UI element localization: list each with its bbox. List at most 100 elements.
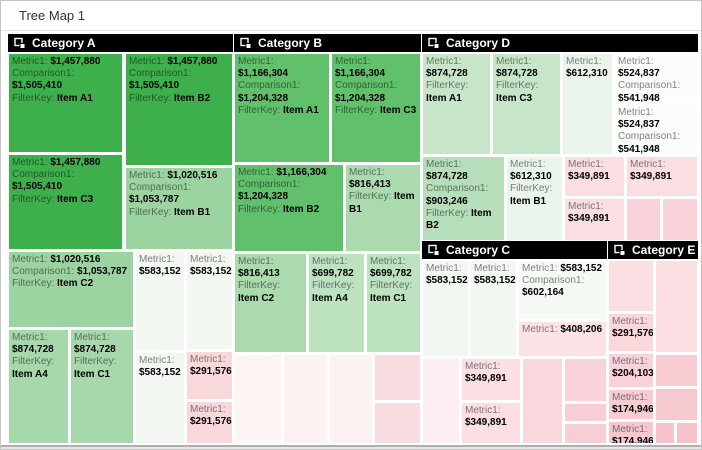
treemap-cell[interactable]: Metric1: $1,020,516 Comparison1: $1,053,7… bbox=[8, 251, 134, 328]
treemap-cell[interactable]: Metric1: $816,413 FilterKey: Item B1 bbox=[345, 164, 421, 252]
field-value: Item C1 bbox=[370, 292, 407, 304]
treemap-cell[interactable] bbox=[608, 260, 654, 312]
field-value: Item A1 bbox=[57, 92, 93, 104]
field-label: Metric1: bbox=[370, 256, 406, 267]
field-value: $349,891 bbox=[630, 171, 672, 183]
field-value: $816,413 bbox=[238, 268, 280, 280]
treemap-cell[interactable] bbox=[234, 354, 282, 444]
treemap-cell[interactable]: Metric1: $174,946 bbox=[608, 421, 654, 444]
field-value: $874,728 bbox=[426, 68, 468, 80]
treemap-cell[interactable]: Metric1: $874,728 FilterKey: Item A1 bbox=[422, 53, 491, 155]
category-header[interactable]: Category B bbox=[234, 34, 421, 52]
treemap-cell[interactable]: Metric1: $524,837 Comparison1: $541,948 bbox=[614, 104, 698, 155]
treemap-cell[interactable]: Metric1: $291,576 bbox=[608, 313, 654, 352]
treemap-cell[interactable]: Metric1: $1,457,880 Comparison1: $1,505,4… bbox=[125, 53, 233, 166]
treemap-cell[interactable] bbox=[564, 403, 607, 422]
treemap-cell[interactable]: Metric1: $1,020,516 Comparison1: $1,053,7… bbox=[125, 167, 233, 250]
treemap-cell[interactable]: Metric1: $612,310 bbox=[562, 53, 613, 155]
field-value: Item A1 bbox=[283, 104, 319, 116]
category-label: Category E bbox=[632, 243, 696, 257]
treemap-cell[interactable] bbox=[655, 388, 698, 421]
category-header[interactable]: Category A bbox=[8, 34, 233, 52]
treemap-cell[interactable]: Metric1: $583,152 bbox=[470, 260, 517, 357]
treemap-cell[interactable] bbox=[655, 422, 675, 444]
category-header[interactable]: Category E bbox=[608, 241, 698, 259]
field-value: $1,204,328 bbox=[335, 92, 386, 104]
field-value: $524,837 bbox=[618, 119, 660, 131]
field-value: Item C3 bbox=[496, 92, 533, 104]
field-value: $1,166,304 bbox=[238, 68, 289, 80]
treemap-cell[interactable]: Metric1: $583,152 Comparison1: $602,164 bbox=[518, 260, 607, 320]
field-label: Metric1: bbox=[12, 157, 48, 168]
horizontal-scrollbar[interactable] bbox=[1, 445, 701, 449]
field-label: Comparison1: bbox=[12, 169, 75, 181]
field-label: Metric1: bbox=[566, 56, 602, 67]
treemap-cell[interactable]: Metric1: $1,166,304 Comparison1: $1,204,3… bbox=[331, 53, 421, 163]
field-label: FilterKey: bbox=[129, 92, 172, 104]
treemap-cell[interactable] bbox=[662, 198, 698, 241]
treemap-cell[interactable]: Metric1: $874,728 FilterKey: Item C3 bbox=[492, 53, 561, 155]
treemap-cell[interactable] bbox=[676, 422, 698, 444]
field-label: Metric1: bbox=[312, 256, 348, 267]
field-value: $349,891 bbox=[465, 373, 507, 385]
treemap-cell[interactable]: Metric1: $1,457,880 Comparison1: $1,505,4… bbox=[8, 154, 123, 250]
treemap-cell[interactable]: Metric1: $583,152 bbox=[186, 251, 233, 350]
field-value: $583,152 bbox=[190, 266, 232, 278]
treemap-cell[interactable] bbox=[564, 358, 607, 402]
field-label: FilterKey: bbox=[426, 80, 469, 92]
field-label: Metric1: bbox=[426, 263, 462, 274]
treemap-cell[interactable]: Metric1: $583,152 bbox=[422, 260, 469, 357]
treemap-cell[interactable] bbox=[374, 354, 421, 401]
treemap-cell[interactable] bbox=[283, 354, 328, 444]
field-label: Metric1: bbox=[139, 254, 175, 265]
treemap-cell[interactable]: Metric1: $1,166,304 Comparison1: $1,204,3… bbox=[234, 164, 344, 252]
treemap-cell[interactable]: Metric1: $349,891 bbox=[564, 198, 625, 241]
field-value: $1,204,328 bbox=[238, 92, 289, 104]
field-value: $583,152 bbox=[474, 275, 516, 287]
treemap-cell[interactable] bbox=[655, 354, 698, 387]
field-value: $1,457,880 bbox=[50, 56, 101, 67]
treemap-cell[interactable] bbox=[564, 423, 607, 444]
treemap-cell[interactable]: Metric1: $699,782 FilterKey: Item A4 bbox=[308, 253, 365, 353]
treemap-cell[interactable]: Metric1: $291,576 bbox=[186, 401, 233, 444]
field-label: Metric1: bbox=[238, 56, 274, 67]
treemap-cell[interactable] bbox=[655, 260, 698, 353]
treemap-cell[interactable]: Metric1: $408,206 bbox=[518, 321, 607, 357]
treemap-cell[interactable] bbox=[626, 198, 661, 241]
treemap-cell[interactable] bbox=[522, 358, 563, 444]
treemap-cell[interactable]: Metric1: $174,946 bbox=[608, 389, 654, 420]
treemap-cell[interactable]: Metric1: $583,152 bbox=[135, 251, 185, 351]
field-label: Metric1: bbox=[190, 354, 226, 365]
treemap-cell[interactable]: Metric1: $874,728 FilterKey: Item C1 bbox=[70, 329, 134, 444]
treemap-cell[interactable] bbox=[329, 354, 373, 444]
treemap-cell[interactable]: Metric1: $291,576 bbox=[186, 351, 233, 400]
treemap-cell[interactable]: Metric1: $874,728 Comparison1: $903,246 Fi… bbox=[422, 156, 505, 241]
field-label: Metric1: bbox=[465, 361, 501, 372]
treemap-cell[interactable]: Metric1: $583,152 bbox=[135, 352, 185, 444]
field-value: Item B1 bbox=[510, 195, 547, 207]
treemap-cell[interactable]: Metric1: $874,728 FilterKey: Item A4 bbox=[8, 329, 69, 444]
field-label: Metric1: bbox=[238, 167, 274, 178]
category-header[interactable]: Category D bbox=[422, 34, 698, 52]
field-label: Comparison1: bbox=[618, 131, 681, 143]
field-value: $1,020,516 bbox=[50, 254, 101, 265]
treemap-cell[interactable]: Metric1: $816,413 FilterKey: Item C2 bbox=[234, 253, 307, 353]
treemap-cell[interactable] bbox=[374, 402, 421, 444]
field-value: $612,310 bbox=[566, 68, 608, 80]
treemap-cell[interactable]: Metric1: $204,103 bbox=[608, 353, 654, 388]
field-value: $1,457,880 bbox=[50, 157, 101, 168]
treemap-cell[interactable]: Metric1: $349,891 bbox=[626, 156, 698, 197]
treemap-cell[interactable]: Metric1: $1,457,880 Comparison1: $1,505,4… bbox=[8, 53, 123, 153]
treemap-cell[interactable]: Metric1: $524,837 Comparison1: $541,948 bbox=[614, 53, 698, 103]
treemap-cell[interactable] bbox=[422, 358, 460, 444]
category-header[interactable]: Category C bbox=[422, 241, 607, 259]
treemap-cell[interactable]: Metric1: $349,891 bbox=[461, 358, 521, 401]
treemap-cell[interactable]: Metric1: $612,310 FilterKey: Item B1 bbox=[506, 156, 563, 241]
treemap-cell[interactable]: Metric1: $699,782 FilterKey: Item C1 bbox=[366, 253, 421, 353]
field-label: Comparison1: bbox=[618, 80, 681, 92]
treemap-cell[interactable]: Metric1: $349,891 bbox=[564, 156, 625, 197]
category-label: Category B bbox=[258, 36, 323, 50]
treemap-cell[interactable]: Metric1: $1,166,304 Comparison1: $1,204,3… bbox=[234, 53, 330, 163]
treemap-cell[interactable]: Metric1: $349,891 bbox=[461, 402, 521, 444]
